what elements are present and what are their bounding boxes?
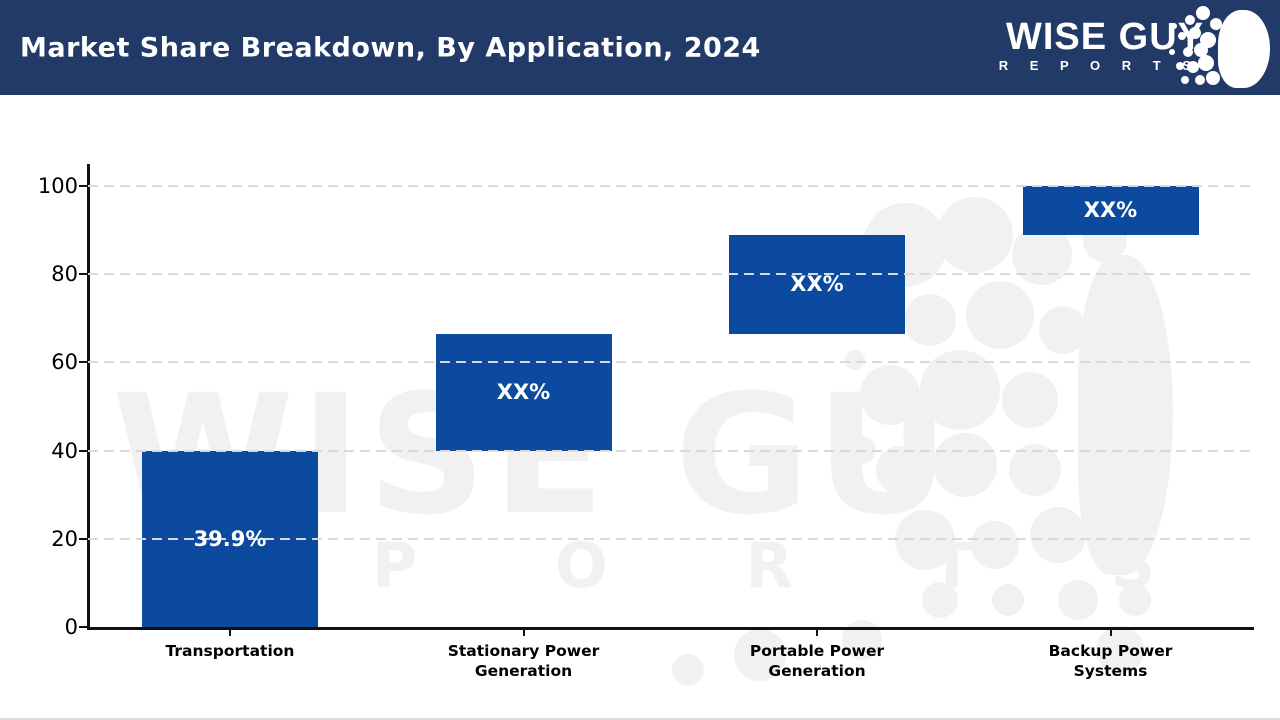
bar-segment — [729, 234, 905, 334]
y-tick-label: 40 — [51, 438, 78, 463]
y-tick-label: 0 — [64, 615, 78, 639]
watermark-dot — [1096, 626, 1144, 674]
y-tick-label: 20 — [51, 526, 78, 551]
bar-value-label: XX% — [1083, 198, 1138, 223]
logo-dot — [1189, 27, 1201, 39]
chart-canvas: WISE GU P O R T S 39.9% Transportation XX%… — [0, 95, 1280, 720]
watermark-dot — [1058, 580, 1098, 620]
bar-segment — [1022, 186, 1199, 235]
category-label: Portable Power Generation — [749, 642, 885, 680]
watermark-dot — [933, 433, 997, 497]
logo-dot — [1171, 23, 1177, 29]
logo-dot — [1176, 62, 1184, 70]
logo-dot — [1210, 18, 1222, 30]
watermark-head-silhouette — [1078, 255, 1173, 575]
watermark-dot — [1030, 507, 1086, 563]
watermark-dot — [922, 582, 958, 618]
watermark-dot — [876, 446, 924, 494]
watermark-dot — [845, 350, 865, 370]
logo-dot — [1169, 49, 1175, 55]
x-tick — [522, 629, 525, 636]
x-tick — [229, 629, 231, 636]
gridline — [88, 185, 1254, 187]
y-tick-label: 100 — [37, 174, 78, 198]
gridline — [88, 537, 1254, 540]
y-tick — [79, 273, 88, 276]
logo-subtext: R E P O R T S — [998, 58, 1200, 73]
logo-dot — [1181, 76, 1189, 84]
watermark-dot — [992, 584, 1024, 616]
y-tick — [79, 537, 88, 540]
page-title: Market Share Breakdown, By Application, … — [20, 32, 761, 63]
bar-segment — [435, 333, 612, 452]
bar-value-label: 39.9% — [193, 527, 267, 552]
logo-dot — [1198, 55, 1214, 71]
bar-value-label: XX% — [790, 272, 844, 297]
bar-value-label: XX% — [496, 380, 551, 405]
y-axis-line — [87, 164, 90, 629]
watermark-dot — [1002, 372, 1058, 428]
y-tick — [79, 449, 88, 452]
gridline — [88, 449, 1254, 452]
watermark-text-line2: P O R T S — [372, 529, 1214, 602]
x-axis-line — [87, 627, 1254, 630]
y-tick — [79, 185, 88, 187]
watermark-dot — [904, 294, 956, 346]
category-label: Transportation — [165, 642, 295, 660]
logo-dot — [1178, 32, 1186, 40]
watermark-dot — [672, 654, 704, 686]
logo-dot — [1194, 43, 1208, 57]
watermark-dot — [971, 521, 1019, 569]
header: Market Share Breakdown, By Application, … — [0, 0, 1280, 95]
watermark-dot — [937, 197, 1013, 273]
watermark-dot — [1039, 306, 1087, 354]
watermark-dot — [1119, 584, 1151, 616]
gridline — [88, 361, 1254, 364]
watermark-dot — [895, 510, 955, 570]
y-tick — [79, 626, 88, 628]
watermark-dot — [734, 629, 786, 681]
y-tick-label: 60 — [51, 350, 78, 375]
logo-dot — [1206, 71, 1220, 85]
logo-head-silhouette — [1218, 10, 1270, 88]
watermark-head-graphic — [0, 95, 1280, 720]
logo-dot — [1185, 15, 1195, 25]
category-label: Backup Power Systems — [1048, 642, 1173, 680]
x-tick — [816, 629, 818, 636]
watermark-dot — [966, 281, 1034, 349]
watermark-dot — [842, 620, 882, 660]
bottom-rule — [0, 718, 1280, 720]
wise-guy-logo: WISE GUY R E P O R T S — [999, 0, 1272, 95]
watermark-dot — [860, 365, 920, 425]
logo-dot — [1183, 47, 1193, 57]
logo-dot — [1195, 75, 1205, 85]
logo-dot — [1187, 61, 1199, 73]
logo-dot — [1196, 6, 1210, 20]
x-tick — [1109, 629, 1112, 636]
category-label: Stationary Power Generation — [447, 642, 600, 680]
logo-head-icon — [1022, 0, 1272, 95]
gridline — [88, 273, 1254, 276]
watermark-dot — [1009, 444, 1061, 496]
y-tick — [79, 361, 88, 364]
y-tick-label: 80 — [51, 262, 78, 287]
